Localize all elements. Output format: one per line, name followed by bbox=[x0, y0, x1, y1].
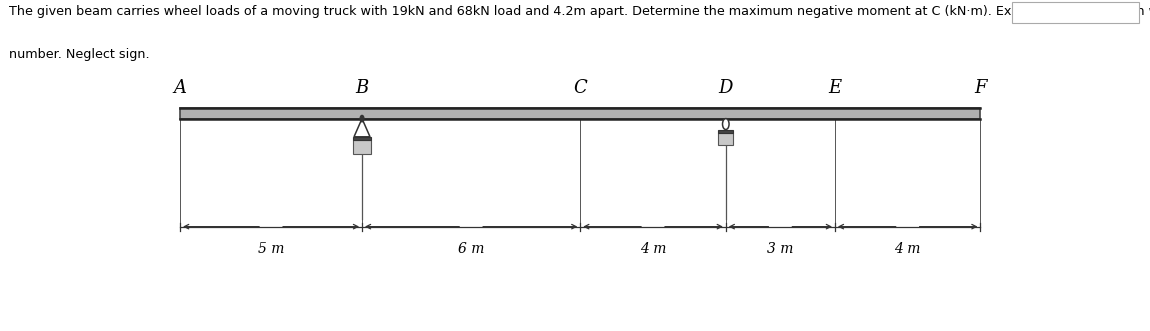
Bar bbox=[353, 137, 371, 140]
Text: number. Neglect sign.: number. Neglect sign. bbox=[9, 48, 149, 61]
Bar bbox=[181, 108, 981, 118]
Circle shape bbox=[360, 115, 365, 122]
Text: C: C bbox=[574, 79, 588, 97]
Text: 4 m: 4 m bbox=[895, 242, 921, 256]
Text: B: B bbox=[355, 79, 369, 97]
Text: A: A bbox=[174, 79, 186, 97]
Text: 3 m: 3 m bbox=[767, 242, 794, 256]
Bar bbox=[353, 140, 371, 154]
Text: 4 m: 4 m bbox=[639, 242, 666, 256]
Bar bbox=[718, 129, 734, 133]
Text: 5 m: 5 m bbox=[258, 242, 284, 256]
Text: The given beam carries wheel loads of a moving truck with 19kN and 68kN load and: The given beam carries wheel loads of a … bbox=[9, 5, 1150, 18]
Text: F: F bbox=[974, 79, 987, 97]
Bar bbox=[718, 133, 734, 145]
Circle shape bbox=[722, 118, 729, 129]
Polygon shape bbox=[354, 118, 370, 137]
Text: E: E bbox=[828, 79, 842, 97]
Text: D: D bbox=[719, 79, 733, 97]
Text: 6 m: 6 m bbox=[458, 242, 484, 256]
